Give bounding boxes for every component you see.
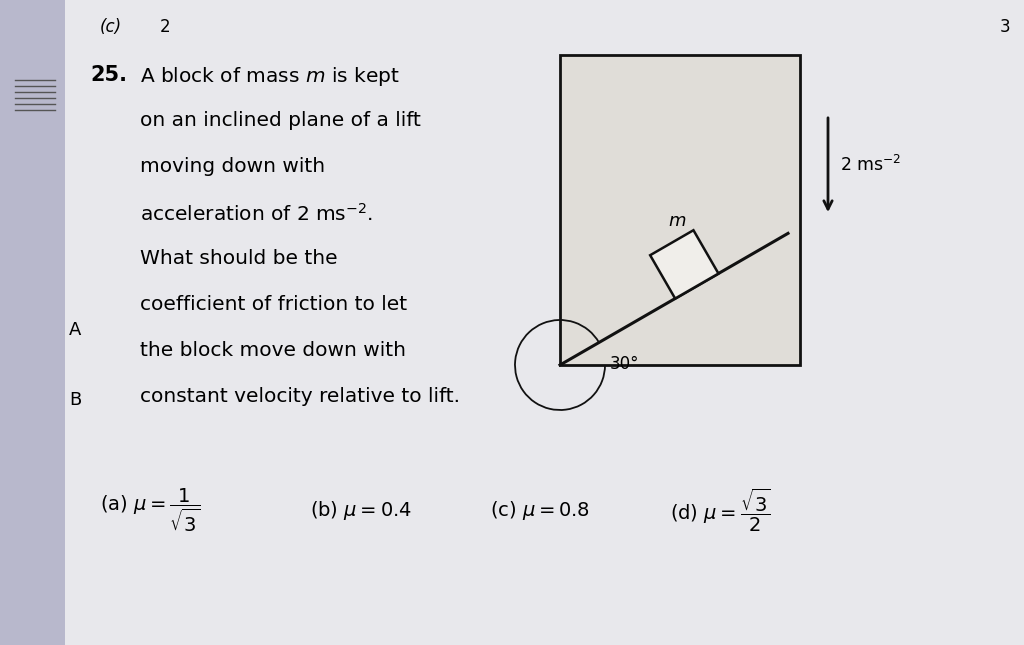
Text: (d) $\mu = \dfrac{\sqrt{3}}{2}$: (d) $\mu = \dfrac{\sqrt{3}}{2}$ — [670, 486, 771, 533]
Text: on an inclined plane of a lift: on an inclined plane of a lift — [140, 111, 421, 130]
Text: 25.: 25. — [90, 65, 127, 85]
Bar — [560, 55, 800, 365]
Text: A block of mass $m$ is kept: A block of mass $m$ is kept — [140, 65, 399, 88]
Text: B: B — [69, 391, 81, 409]
Text: 3: 3 — [999, 18, 1010, 36]
Text: constant velocity relative to lift.: constant velocity relative to lift. — [140, 387, 460, 406]
Text: $m$: $m$ — [668, 212, 686, 230]
Text: A: A — [69, 321, 81, 339]
Text: 2: 2 — [160, 18, 171, 36]
Text: 30°: 30° — [610, 355, 640, 373]
Bar — [0, 0, 65, 645]
Text: the block move down with: the block move down with — [140, 341, 406, 360]
Text: coefficient of friction to let: coefficient of friction to let — [140, 295, 408, 314]
Text: What should be the: What should be the — [140, 249, 338, 268]
Text: 2 ms$^{-2}$: 2 ms$^{-2}$ — [840, 155, 901, 175]
Polygon shape — [650, 230, 719, 299]
Text: (c) $\mu = 0.8$: (c) $\mu = 0.8$ — [490, 499, 590, 522]
Bar — [560, 55, 800, 365]
Text: acceleration of 2 ms$^{-2}$.: acceleration of 2 ms$^{-2}$. — [140, 203, 373, 225]
Text: moving down with: moving down with — [140, 157, 326, 176]
Text: (c): (c) — [100, 18, 122, 36]
Text: (b) $\mu = 0.4$: (b) $\mu = 0.4$ — [310, 499, 412, 522]
Text: (a) $\mu = \dfrac{1}{\sqrt{3}}$: (a) $\mu = \dfrac{1}{\sqrt{3}}$ — [100, 486, 201, 533]
